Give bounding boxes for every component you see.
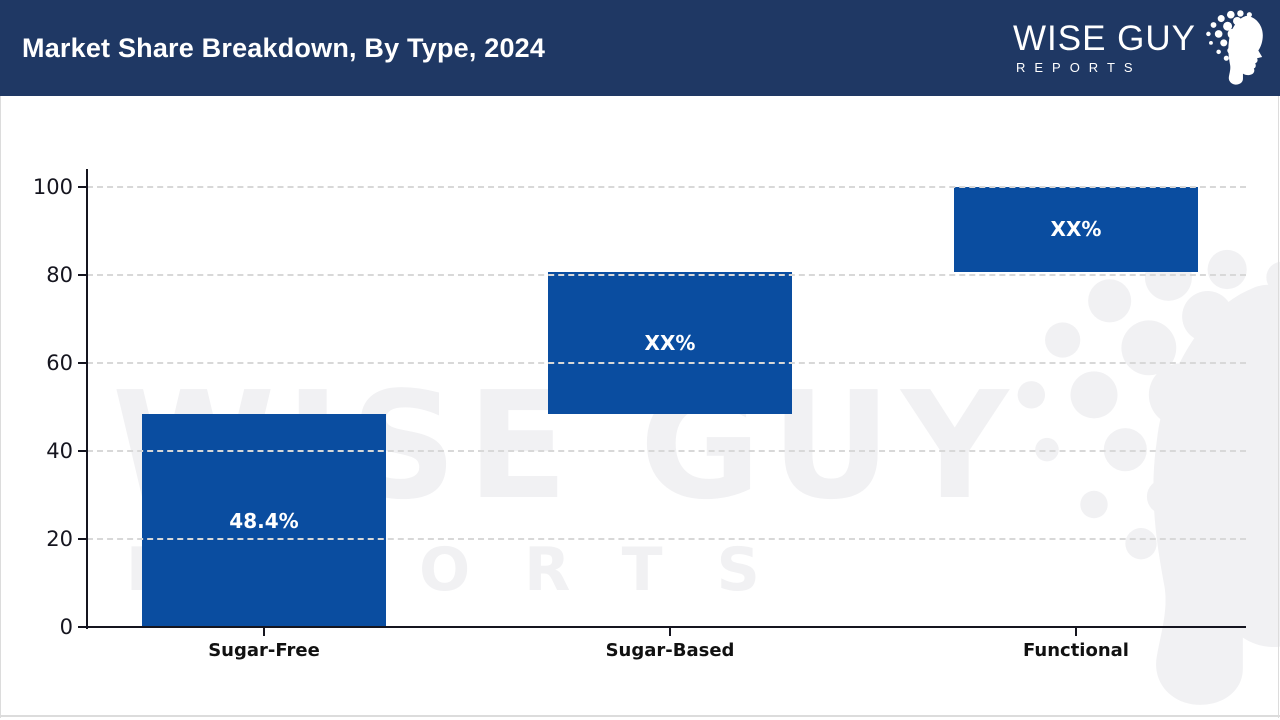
gridline-40 xyxy=(87,450,1246,452)
x-axis-line xyxy=(86,626,1246,628)
x-tick-mark xyxy=(669,628,671,636)
gridline-100 xyxy=(87,186,1246,188)
y-tick-label: 0 xyxy=(59,615,73,639)
gridline-60 xyxy=(87,362,1246,364)
bar-value-label: 48.4% xyxy=(229,508,299,533)
y-tick-mark xyxy=(78,626,86,628)
logo-brand-text: WISE GUY xyxy=(1012,19,1196,58)
x-tick-mark xyxy=(1075,628,1077,636)
y-tick-label: 40 xyxy=(46,439,73,463)
logo-sub-text: REPORTS xyxy=(1015,60,1142,75)
y-axis-line xyxy=(86,169,88,629)
wiseguy-face-icon xyxy=(1206,10,1263,85)
gridline-20 xyxy=(87,538,1246,540)
gridline-80 xyxy=(87,274,1246,276)
x-category-label: Sugar-Based xyxy=(605,640,735,661)
x-category-label: Sugar-Free xyxy=(208,640,320,661)
y-tick-label: 20 xyxy=(46,527,73,551)
y-tick-mark xyxy=(78,274,86,276)
y-tick-mark xyxy=(78,450,86,452)
bar-value-label: XX% xyxy=(644,330,696,355)
y-tick-mark xyxy=(78,362,86,364)
bar-value-label: XX% xyxy=(1050,217,1102,242)
chart-area: WISE GUY REPORTS 48.4% XX% XX% 0 20 40 60 80 100… xyxy=(0,96,1280,720)
x-category-label: Functional xyxy=(1023,640,1129,661)
y-tick-mark xyxy=(78,538,86,540)
y-tick-label: 80 xyxy=(46,263,73,287)
bar-functional: XX% xyxy=(954,187,1198,272)
left-border xyxy=(0,96,1,718)
bottom-border xyxy=(0,715,1280,717)
logo-text: WISE GUY REPORTS xyxy=(1013,21,1196,75)
right-border xyxy=(1278,96,1279,718)
x-tick-mark xyxy=(263,628,265,636)
y-tick-label: 60 xyxy=(46,351,73,375)
page-title: Market Share Breakdown, By Type, 2024 xyxy=(22,32,546,63)
wiseguy-logo: WISE GUY REPORTS xyxy=(1013,8,1266,88)
y-tick-label: 100 xyxy=(32,175,73,199)
header-banner: Market Share Breakdown, By Type, 2024 WI… xyxy=(0,0,1280,96)
bar-sugar-based: XX% xyxy=(548,271,792,415)
y-tick-mark xyxy=(78,186,86,188)
bar-sugar-free: 48.4% xyxy=(142,414,386,627)
